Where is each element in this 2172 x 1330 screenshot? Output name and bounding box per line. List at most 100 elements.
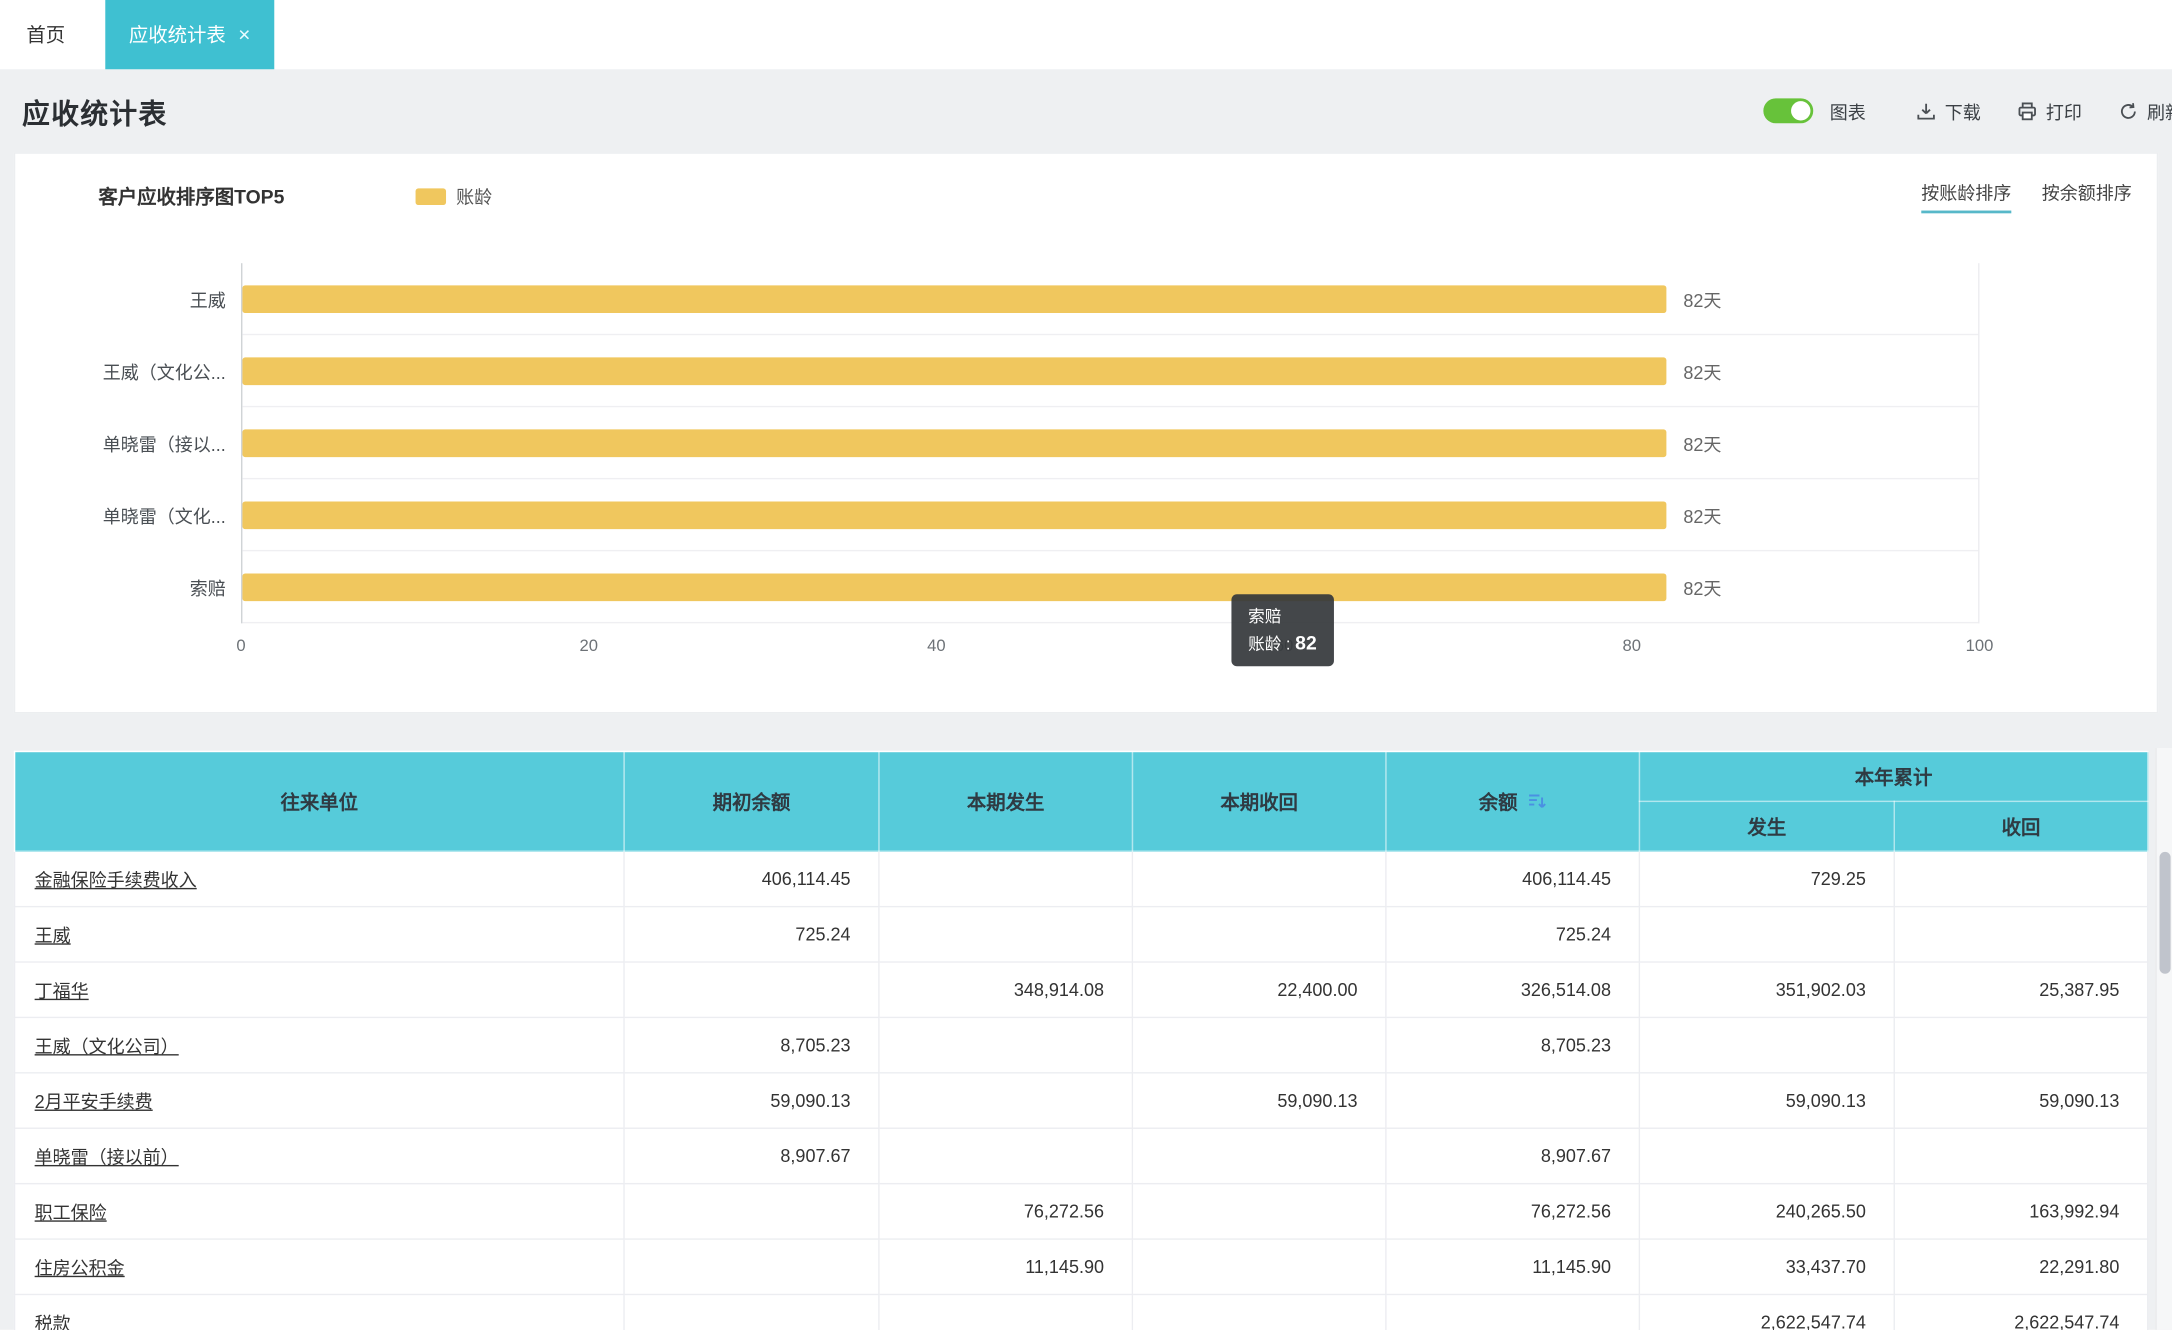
counterparty-cell: 税款 <box>13 1293 625 1330</box>
print-button[interactable]: 打印 <box>2017 98 2082 124</box>
amount-cell: 25,387.95 <box>1893 961 2149 1019</box>
col-header-balance: 余额 <box>1385 750 1641 852</box>
amount-cell <box>1893 1016 2149 1074</box>
table-row: 住房公积金 11,145.90 11,145.90 33,437.70 22,291.8… <box>13 1238 2149 1296</box>
header-controls: 图表 下载 打印 刷新 <box>1763 98 2172 124</box>
chart-toggle[interactable] <box>1763 98 1814 124</box>
amount-cell: 2,622,547.74 <box>1638 1293 1895 1330</box>
x-tick-label: 0 <box>236 635 246 656</box>
counterparty-link[interactable]: 王威 <box>34 925 71 947</box>
table-row: 丁福华 348,914.08 22,400.00 326,514.08 351,902.… <box>13 961 2149 1019</box>
counterparty-link[interactable]: 住房公积金 <box>34 1257 125 1279</box>
bar-1[interactable] <box>242 285 1667 314</box>
amount-cell <box>623 1238 880 1296</box>
bar-value-label: 82天 <box>1683 433 1722 455</box>
tab-home[interactable]: 首页 <box>3 0 89 69</box>
x-tick-label: 80 <box>1622 635 1642 656</box>
bar-value-label: 82天 <box>1683 577 1722 599</box>
amount-cell: 22,291.80 <box>1893 1238 2149 1296</box>
download-label: 下载 <box>1944 101 1981 123</box>
close-tab-icon[interactable]: × <box>238 22 251 47</box>
bar-5[interactable] <box>242 573 1667 602</box>
table-row: 王威（文化公司） 8,705.23 8,705.23 <box>13 1016 2149 1074</box>
x-tick-label: 40 <box>927 635 946 656</box>
amount-cell: 406,114.45 <box>1385 850 1641 908</box>
scrollbar-thumb[interactable] <box>2159 851 2171 974</box>
amount-cell: 11,145.90 <box>1385 1238 1641 1296</box>
bar-chart-plot: 王威 82天 王威（文化公... 82天 单晓雷（接以... 82天 单晓雷（文化... 82… <box>103 263 1980 624</box>
table-row: 2月平安手续费 59,090.13 59,090.13 59,090.13 59,090… <box>13 1072 2149 1129</box>
amount-cell <box>623 1182 880 1240</box>
amount-cell: 2,622,547.74 <box>1893 1293 2149 1330</box>
bar-row: 索赔 82天 <box>190 551 1980 624</box>
counterparty-link[interactable]: 金融保险手续费收入 <box>34 869 197 891</box>
sort-by-aging-link[interactable]: 按账龄排序 <box>1921 179 2012 214</box>
amount-cell: 729.25 <box>1638 850 1895 908</box>
amount-cell <box>878 1293 1134 1330</box>
bar-4[interactable] <box>242 501 1667 530</box>
counterparty-cell: 单晓雷（接以前） <box>13 1127 625 1185</box>
table-row: 职工保险 76,272.56 76,272.56 240,265.50 163,992.… <box>13 1182 2149 1240</box>
amount-cell: 76,272.56 <box>1385 1182 1641 1240</box>
amount-cell <box>1893 850 2149 908</box>
amount-cell: 326,514.08 <box>1385 961 1641 1019</box>
counterparty-cell: 2月平安手续费 <box>13 1072 625 1129</box>
amount-cell: 11,145.90 <box>878 1238 1134 1296</box>
bar-category-label: 单晓雷（接以... <box>102 433 226 455</box>
amount-cell: 59,090.13 <box>1638 1072 1895 1129</box>
tab-receivable-stats[interactable]: 应收统计表 × <box>105 0 274 70</box>
table-row: 税款 2,622,547.74 2,622,547.74 <box>13 1293 2149 1330</box>
refresh-icon <box>2120 102 2136 119</box>
bar-category-label: 王威（文化公... <box>102 361 226 383</box>
counterparty-link[interactable]: 丁福华 <box>34 980 89 1002</box>
amount-cell: 59,090.13 <box>1893 1072 2149 1129</box>
print-label: 打印 <box>2045 101 2082 123</box>
page-header: 应收统计表 图表 下载 打印 刷新 <box>0 69 2172 152</box>
amount-cell: 22,400.00 <box>1131 961 1387 1019</box>
download-button[interactable]: 下载 <box>1916 98 1981 124</box>
bar-3[interactable] <box>242 429 1667 458</box>
amount-cell: 59,090.13 <box>623 1072 880 1129</box>
x-tick-label: 60 <box>1274 635 1294 656</box>
sort-icon[interactable] <box>1526 791 1547 812</box>
bar-chart-rows: 王威 82天 王威（文化公... 82天 单晓雷（接以... 82天 单晓雷（文化... 82… <box>103 263 1980 624</box>
x-axis: 0 20 40 60 80 100 <box>236 623 1993 665</box>
counterparty-link[interactable]: 单晓雷（接以前） <box>34 1146 179 1168</box>
chart-header: 客户应收排序图TOP5 账龄 按账龄排序 按余额排序 <box>15 154 2157 214</box>
bar-row: 王威 82天 <box>190 263 1980 336</box>
col-header-ytd: 本年累计 <box>1638 750 2149 803</box>
sort-by-balance-link[interactable]: 按余额排序 <box>2041 182 2132 204</box>
refresh-label: 刷新 <box>2147 101 2172 123</box>
amount-cell <box>878 905 1134 963</box>
chart-title: 客户应收排序图TOP5 <box>98 184 285 208</box>
amount-cell: 76,272.56 <box>878 1182 1134 1240</box>
table-row: 王威 725.24 725.24 <box>13 905 2149 963</box>
counterparty-link[interactable]: 2月平安手续费 <box>34 1091 153 1113</box>
counterparty-link[interactable]: 王威（文化公司） <box>34 1036 179 1057</box>
col-header-opening-balance: 期初余额 <box>623 750 880 852</box>
counterparty-link[interactable]: 职工保险 <box>34 1202 107 1224</box>
amount-cell <box>1638 1016 1895 1074</box>
amount-cell <box>623 961 880 1019</box>
table-row: 单晓雷（接以前） 8,907.67 8,907.67 <box>13 1127 2149 1185</box>
counterparty-cell: 王威（文化公司） <box>13 1016 625 1074</box>
legend-item-aging[interactable]: 账龄 <box>415 183 493 209</box>
table-body: 金融保险手续费收入 406,114.45 406,114.45 729.25 王威 725… <box>13 850 2149 1330</box>
receivables-table: 往来单位 期初余额 本期发生 本期收回 余额 本年累计 发生 收回 <box>13 750 2149 1330</box>
amount-cell <box>1131 1293 1387 1330</box>
amount-cell <box>1131 1182 1387 1240</box>
chart-toggle-label: 图表 <box>1829 101 1866 123</box>
bar-2[interactable] <box>242 357 1667 386</box>
counterparty-cell: 金融保险手续费收入 <box>13 850 625 908</box>
refresh-button[interactable]: 刷新 <box>2118 98 2172 124</box>
tab-home-label: 首页 <box>26 23 66 46</box>
counterparty-cell: 王威 <box>13 905 625 963</box>
table-header: 往来单位 期初余额 本期发生 本期收回 余额 本年累计 发生 收回 <box>13 750 2149 852</box>
bar-category-label: 单晓雷（文化... <box>102 505 226 527</box>
amount-cell <box>1638 905 1895 963</box>
amount-cell <box>1385 1072 1641 1129</box>
amount-cell <box>878 1127 1134 1185</box>
counterparty-link[interactable]: 税款 <box>34 1313 71 1330</box>
x-tick-label: 20 <box>579 635 598 656</box>
legend-label: 账龄 <box>456 187 493 208</box>
